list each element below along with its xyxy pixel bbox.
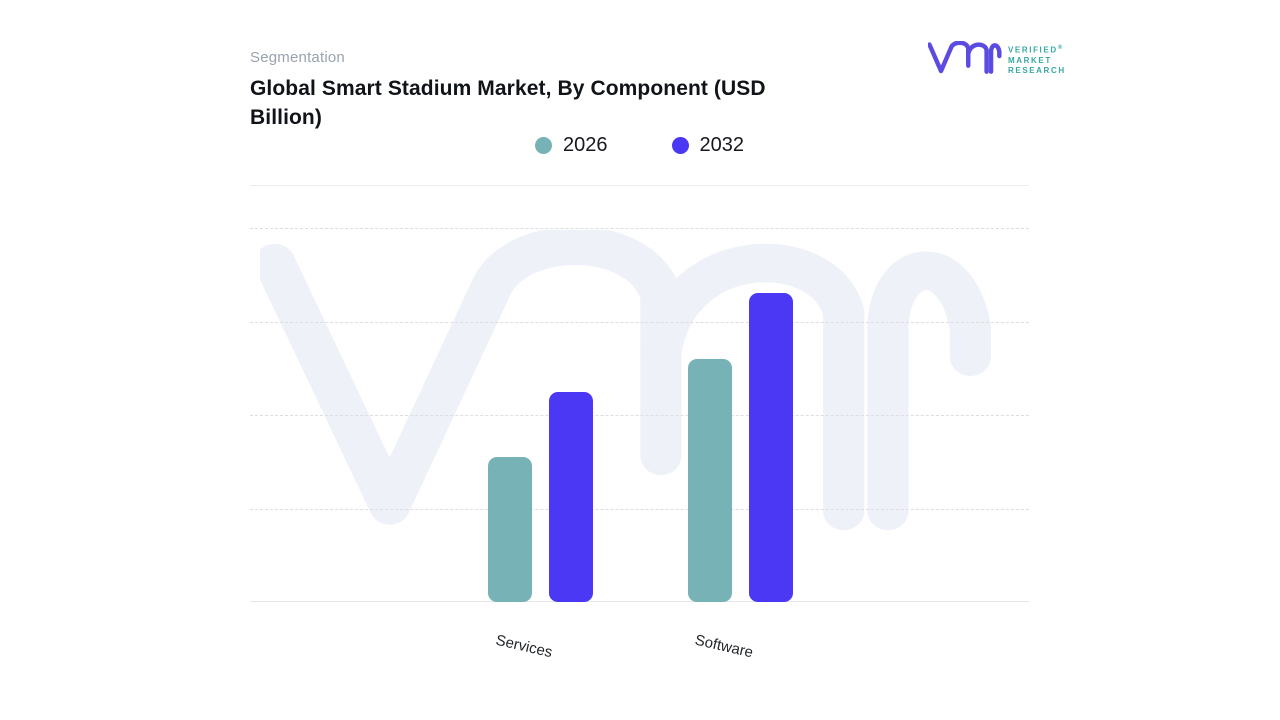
x-axis-label-services: Services [494, 631, 554, 662]
bar-services-2026 [487, 457, 532, 602]
registered-trademark-icon: ® [1057, 45, 1063, 51]
header-divider [250, 185, 1029, 186]
legend-label-2032: 2032 [699, 134, 745, 156]
brand-wordmark: VERIFIED® MARKET RESEARCH [1008, 43, 1066, 76]
legend-dot-2032 [671, 137, 689, 154]
legend-item-2032: 2032 [671, 134, 745, 157]
plot-area: Services Software [250, 228, 1029, 661]
gridline-2 [250, 415, 1029, 416]
chart-legend: 2026 2032 [250, 134, 1029, 157]
brand-line-verified: VERIFIED [1008, 45, 1058, 55]
x-axis-line [250, 601, 1029, 602]
brand-line-research: RESEARCH [1008, 65, 1066, 75]
gridline-1 [250, 508, 1029, 510]
vmr-logo-icon [928, 41, 1002, 75]
eyebrow-label: Segmentation [250, 49, 345, 66]
legend-label-2026: 2026 [563, 134, 608, 156]
bar-software-2026 [687, 359, 732, 602]
bar-software-2032 [748, 293, 793, 602]
chart-title: Global Smart Stadium Market, By Componen… [250, 77, 766, 129]
legend-item-2026: 2026 [535, 134, 608, 157]
x-axis-label-software: Software [693, 631, 755, 662]
vmr-brand-logo: VERIFIED® MARKET RESEARCH [928, 40, 1066, 76]
brand-line-market: MARKET [1008, 55, 1052, 65]
gridline-4 [250, 228, 1029, 229]
gridline-3 [250, 321, 1029, 323]
bar-services-2032 [548, 392, 593, 602]
legend-dot-2026 [535, 137, 552, 154]
vmr-watermark-icon [260, 230, 992, 531]
